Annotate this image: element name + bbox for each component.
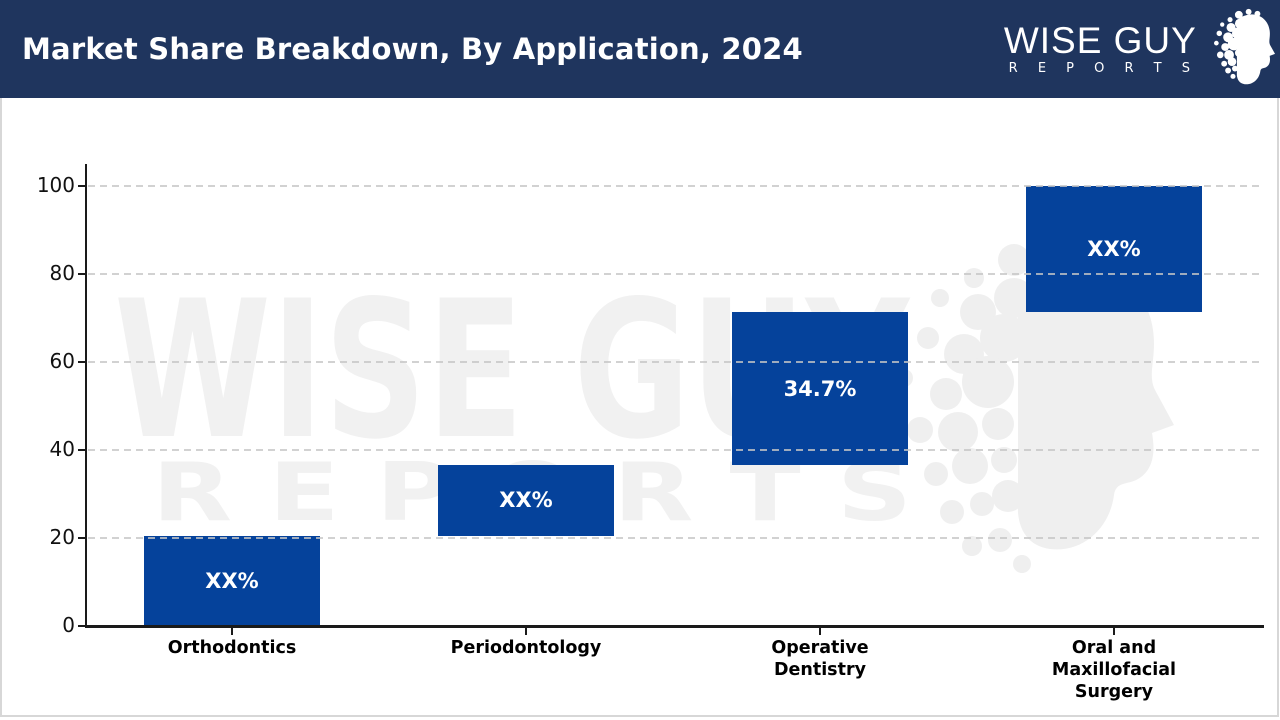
bar-value-label: 34.7% <box>783 376 857 401</box>
brand-logo: WISE GUY R E P O R T S <box>1003 4 1276 94</box>
y-tick-label: 100 <box>36 173 75 197</box>
plot-area: 0 20 40 60 80 100 XX% Orthodontics XX% Periodonto… <box>37 173 1264 702</box>
gridline <box>88 537 1263 539</box>
category-label: Orthodontics <box>167 638 297 658</box>
logo-wordmark: WISE GUY <box>1003 19 1197 61</box>
y-tick-label: 60 <box>49 349 75 373</box>
category-label: Operative Dentistry <box>771 638 869 680</box>
logo-head-icon <box>1214 8 1276 85</box>
gridline <box>88 361 1263 363</box>
x-tick <box>1113 628 1115 635</box>
y-tick-label: 0 <box>62 613 75 637</box>
y-tick-label: 20 <box>49 525 75 549</box>
bar-value-label: XX% <box>499 488 553 513</box>
y-tick <box>78 449 86 451</box>
gridline <box>88 449 1263 451</box>
y-tick <box>78 185 86 187</box>
chart-area: WISE GUY R E P O R T S 020406080100XX%Or… <box>0 98 1279 717</box>
bar-segment: XX% <box>144 535 320 626</box>
y-axis-line <box>85 164 87 628</box>
y-tick <box>78 625 86 627</box>
logo-subtitle: R E P O R T S <box>1008 61 1198 77</box>
brand-logo-text: WISE GUY R E P O R T S <box>1003 19 1198 77</box>
y-tick <box>78 361 86 363</box>
watermark-head-dots <box>868 234 1174 573</box>
x-tick <box>525 628 527 635</box>
bar-value-label: XX% <box>1087 237 1141 262</box>
bar-segment: XX% <box>1026 186 1202 313</box>
x-tick <box>819 628 821 635</box>
bar-segment: 34.7% <box>732 312 908 465</box>
bar-segment: XX% <box>438 464 614 536</box>
gridline <box>88 185 1263 187</box>
bar-value-label: XX% <box>205 568 259 593</box>
x-tick <box>231 628 233 635</box>
category-label: Oral and Maxillofacial Surgery <box>1051 638 1177 702</box>
category-label: Periodontology <box>450 638 602 658</box>
page-title: Market Share Breakdown, By Application, … <box>22 32 803 66</box>
y-tick-label: 40 <box>49 437 75 461</box>
header: Market Share Breakdown, By Application, … <box>0 0 1280 98</box>
y-tick-label: 80 <box>49 261 75 285</box>
y-tick <box>78 537 86 539</box>
y-tick <box>78 273 86 275</box>
x-axis-line <box>85 625 1264 628</box>
gridline <box>88 273 1263 275</box>
